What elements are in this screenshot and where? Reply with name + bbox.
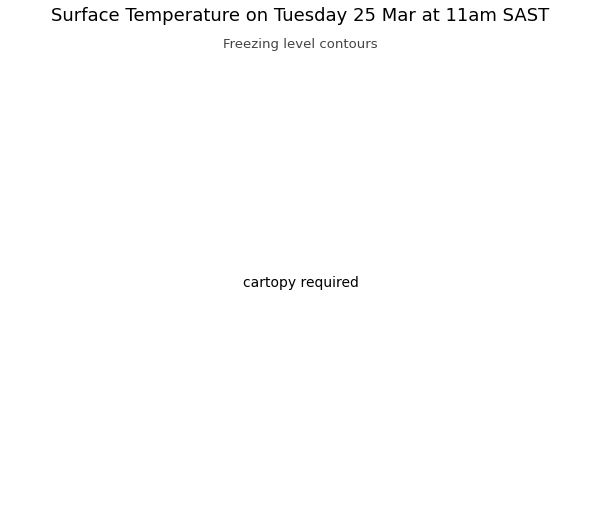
Text: Surface Temperature on Tuesday 25 Mar at 11am SAST: Surface Temperature on Tuesday 25 Mar at…: [51, 7, 550, 25]
Text: Freezing level contours: Freezing level contours: [223, 37, 378, 51]
Text: cartopy required: cartopy required: [243, 276, 358, 290]
